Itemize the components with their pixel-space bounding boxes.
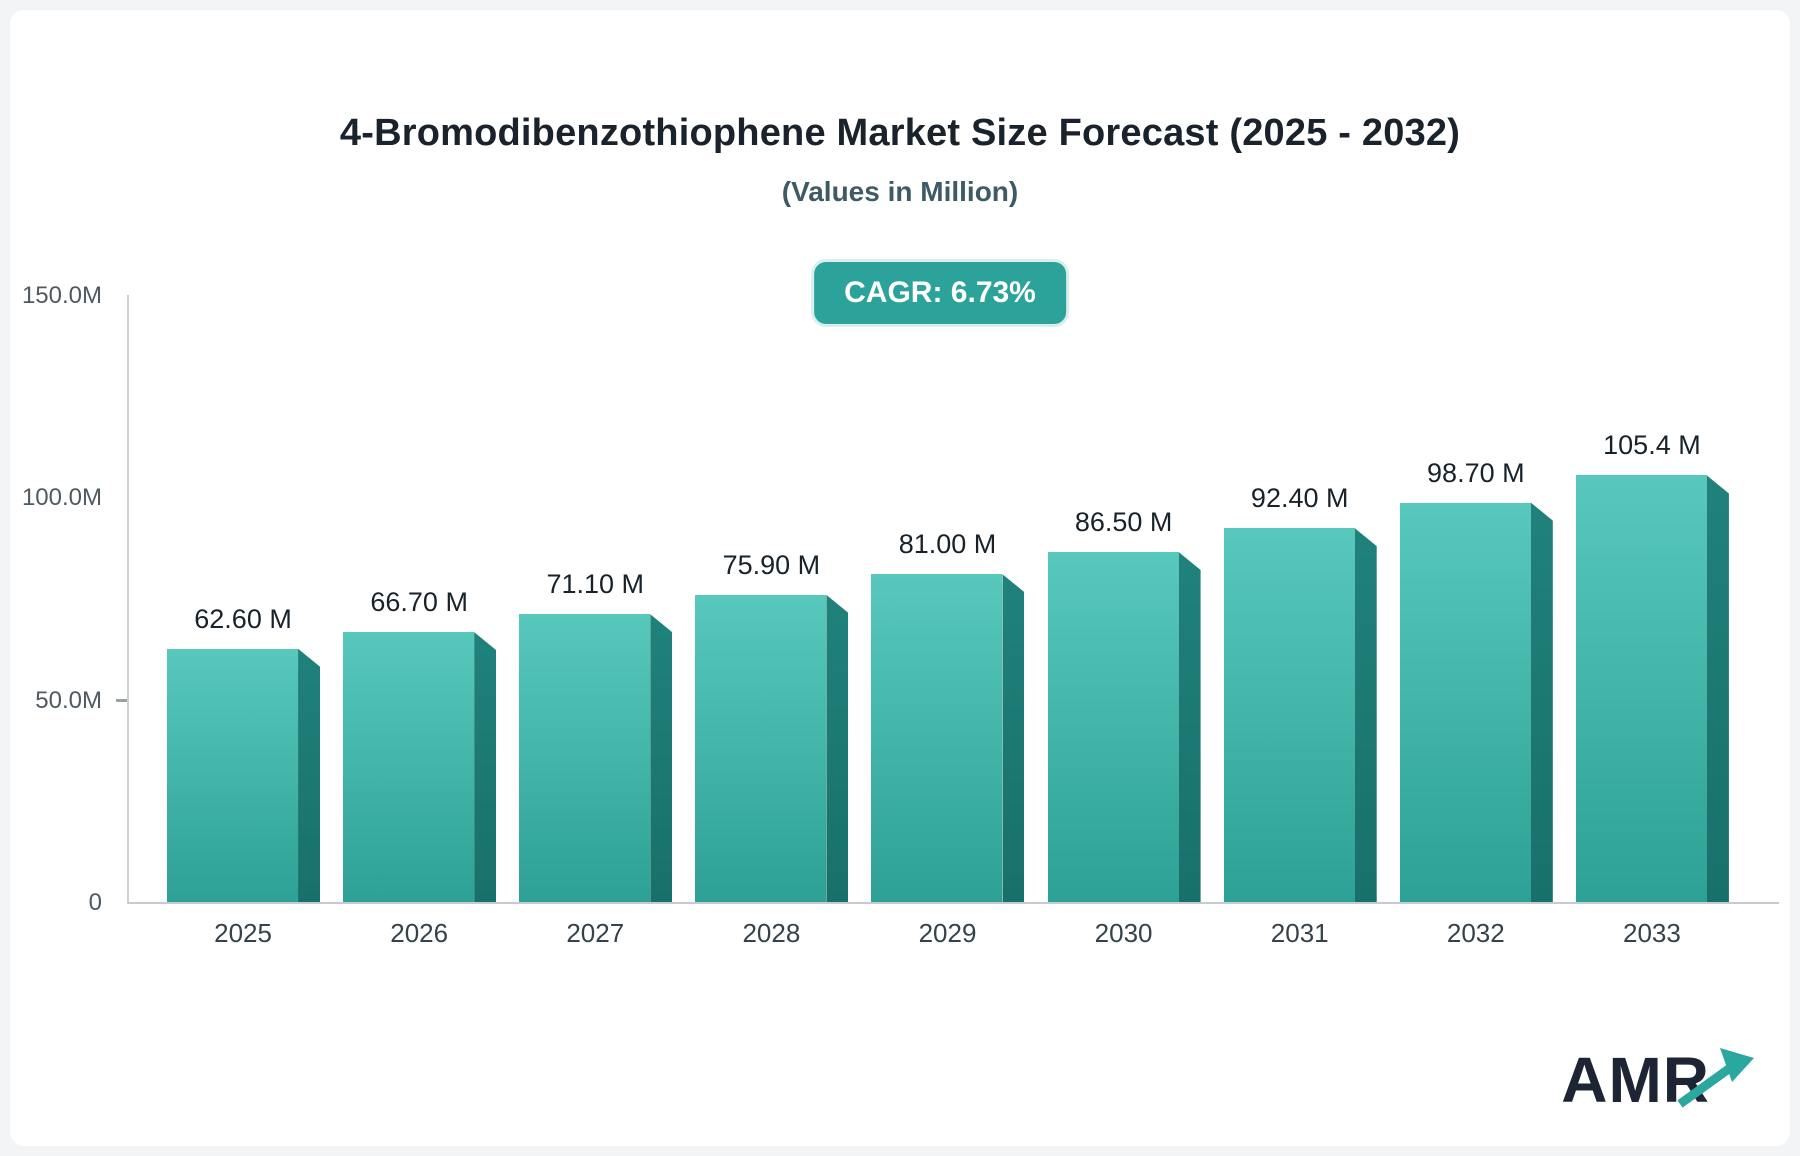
bar xyxy=(343,632,475,902)
bar-group: 86.50 M 2030 xyxy=(1036,295,1212,948)
x-tick-label: 2033 xyxy=(1623,918,1681,948)
bars-row: 62.60 M 2025 66.70 M 2026 71.10 M 2027 75.90 M… xyxy=(155,295,1740,948)
x-tick-label: 2030 xyxy=(1094,918,1153,948)
bar xyxy=(695,594,827,902)
bar-value-label: 71.10 M xyxy=(546,569,645,600)
y-tick-label: 150.0M xyxy=(21,282,102,309)
x-tick-label: 2031 xyxy=(1270,918,1329,948)
bar-value-label: 86.50 M xyxy=(1074,506,1173,537)
bar-value-label: 98.70 M xyxy=(1427,457,1525,488)
bar xyxy=(1575,475,1707,902)
bar-value-label: 81.00 M xyxy=(898,529,997,560)
bar-group: 62.60 M 2025 xyxy=(155,295,331,948)
brand-logo: AMR xyxy=(1561,1048,1754,1112)
y-tick-label: 50.0M xyxy=(35,686,102,714)
bar xyxy=(519,614,651,902)
cagr-badge: CAGR: 6.73% xyxy=(814,262,1066,324)
x-tick-label: 2028 xyxy=(742,918,801,948)
x-tick-label: 2032 xyxy=(1446,918,1505,948)
chart-card: 4-Bromodibenzothiophene Market Size Fore… xyxy=(10,10,1790,1146)
chart-subtitle: (Values in Million) xyxy=(781,176,1019,207)
bar xyxy=(167,648,299,902)
y-tick-mark xyxy=(116,698,128,702)
bar-group: 98.70 M 2032 xyxy=(1388,295,1564,948)
y-tick-label: 100.0M xyxy=(21,484,102,512)
x-axis-line xyxy=(127,902,1779,904)
bar-group: 75.90 M 2028 xyxy=(683,295,859,948)
bar-group: 66.70 M 2026 xyxy=(331,295,507,948)
x-tick-label: 2026 xyxy=(390,918,449,948)
bar-value-label: 105.4 M xyxy=(1603,430,1701,461)
bar-group: 81.00 M 2029 xyxy=(859,295,1035,948)
bar xyxy=(871,574,1003,902)
bar xyxy=(1223,528,1355,902)
y-axis-line xyxy=(127,295,129,904)
chart-title: 4-Bromodibenzothiophene Market Size Fore… xyxy=(339,112,1461,154)
bar xyxy=(1047,551,1179,902)
bar-value-label: 66.70 M xyxy=(370,587,468,618)
bar-value-label: 92.40 M xyxy=(1250,483,1349,514)
x-tick-label: 2025 xyxy=(214,918,272,948)
growth-arrow-icon xyxy=(1677,1048,1754,1108)
bar-value-label: 62.60 M xyxy=(194,603,292,634)
bar xyxy=(1399,502,1531,902)
bar-group: 105.4 M 2033 xyxy=(1564,295,1740,948)
x-tick-label: 2029 xyxy=(918,918,977,948)
bar-group: 92.40 M 2031 xyxy=(1212,295,1388,948)
bar-value-label: 75.90 M xyxy=(722,549,821,580)
y-tick-label: 0 xyxy=(88,889,102,916)
y-axis-labels: 0 50.0M 100.0M 150.0M xyxy=(10,282,128,916)
bar-group: 71.10 M 2027 xyxy=(507,295,683,948)
x-tick-label: 2027 xyxy=(566,918,625,948)
